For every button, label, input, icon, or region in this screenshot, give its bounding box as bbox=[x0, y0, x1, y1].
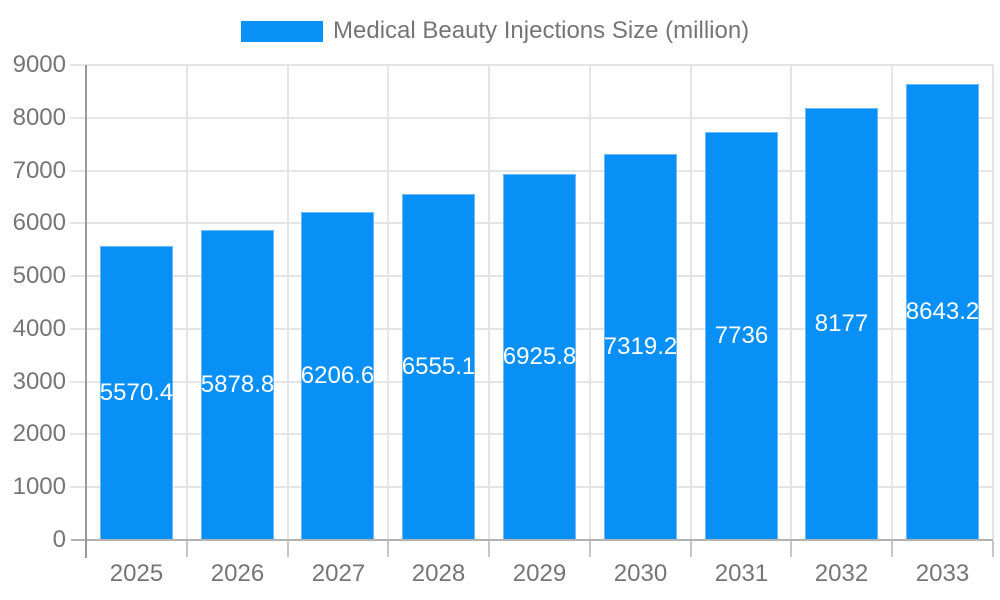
legend[interactable]: Medical Beauty Injections Size (million) bbox=[0, 16, 1000, 48]
y-tick-label: 5000 bbox=[12, 262, 66, 289]
x-tick-label: 2027 bbox=[311, 560, 366, 587]
x-tick-label: 2029 bbox=[512, 560, 567, 587]
y-axis-line bbox=[85, 65, 87, 558]
y-tick-label: 8000 bbox=[12, 104, 66, 131]
bar-2030[interactable] bbox=[604, 154, 677, 540]
v-gridline bbox=[992, 65, 994, 540]
x-tick-mark bbox=[589, 541, 591, 557]
x-tick-label: 2031 bbox=[714, 560, 769, 587]
x-tick-label: 2025 bbox=[109, 560, 164, 587]
y-tick-label: 3000 bbox=[12, 368, 66, 395]
x-tick-mark bbox=[387, 541, 389, 557]
bar-value-label: 5878.8 bbox=[200, 371, 275, 398]
y-tick-label: 2000 bbox=[12, 420, 66, 447]
x-tick-mark bbox=[790, 541, 792, 557]
bar-2031[interactable] bbox=[705, 132, 778, 540]
h-gridline bbox=[70, 170, 993, 172]
bar-2027[interactable] bbox=[301, 212, 374, 540]
x-tick-label: 2033 bbox=[915, 560, 970, 587]
h-gridline bbox=[70, 117, 993, 119]
y-tick-label: 9000 bbox=[12, 51, 66, 78]
x-tick-mark bbox=[186, 541, 188, 557]
bar-value-label: 6206.6 bbox=[300, 362, 375, 389]
x-tick-label: 2032 bbox=[814, 560, 869, 587]
v-gridline bbox=[790, 65, 792, 540]
x-tick-mark bbox=[891, 541, 893, 557]
bar-value-label: 6925.8 bbox=[502, 343, 577, 370]
y-tick-label: 0 bbox=[52, 526, 66, 553]
v-gridline bbox=[186, 65, 188, 540]
v-gridline bbox=[387, 65, 389, 540]
bar-value-label: 7736 bbox=[714, 322, 769, 349]
bar-value-label: 7319.2 bbox=[603, 333, 678, 360]
y-tick-label: 1000 bbox=[12, 473, 66, 500]
x-tick-mark bbox=[488, 541, 490, 557]
y-tick-label: 4000 bbox=[12, 315, 66, 342]
x-tick-label: 2030 bbox=[613, 560, 668, 587]
y-tick-label: 7000 bbox=[12, 157, 66, 184]
legend-label: Medical Beauty Injections Size (million) bbox=[333, 17, 750, 44]
v-gridline bbox=[287, 65, 289, 540]
y-tick-label: 6000 bbox=[12, 209, 66, 236]
h-gridline bbox=[70, 64, 993, 66]
x-tick-label: 2026 bbox=[210, 560, 265, 587]
v-gridline bbox=[891, 65, 893, 540]
x-tick-mark bbox=[992, 541, 994, 557]
x-tick-mark bbox=[287, 541, 289, 557]
bar-value-label: 5570.4 bbox=[99, 379, 174, 406]
x-tick-label: 2028 bbox=[411, 560, 466, 587]
bar-value-label: 6555.1 bbox=[401, 353, 476, 380]
bar-value-label: 8643.2 bbox=[905, 298, 980, 325]
bar-2026[interactable] bbox=[201, 230, 274, 540]
x-axis-line bbox=[71, 539, 993, 541]
bar-value-label: 8177 bbox=[814, 310, 869, 337]
bar-2033[interactable] bbox=[906, 84, 979, 540]
v-gridline bbox=[690, 65, 692, 540]
bar-2025[interactable] bbox=[100, 246, 173, 540]
bar-2032[interactable] bbox=[805, 108, 878, 540]
legend-swatch-icon bbox=[241, 21, 323, 42]
x-tick-mark bbox=[690, 541, 692, 557]
v-gridline bbox=[488, 65, 490, 540]
v-gridline bbox=[589, 65, 591, 540]
